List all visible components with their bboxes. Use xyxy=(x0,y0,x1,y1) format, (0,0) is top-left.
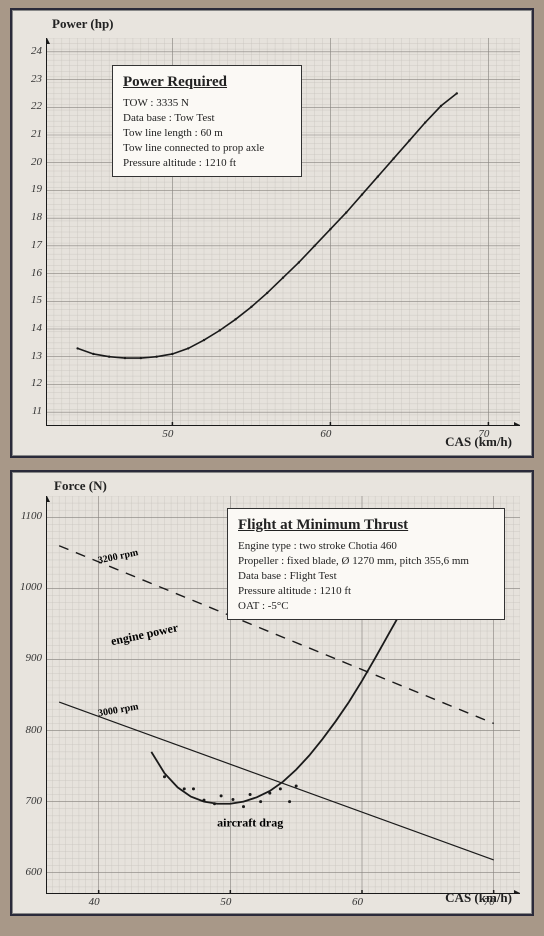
power-required-chart: Power (hp) 11121314151617181920212223245… xyxy=(10,8,534,458)
xlabel: CAS (km/h) xyxy=(445,890,512,906)
ylabel: Power (hp) xyxy=(52,16,114,32)
ylabel: Force (N) xyxy=(54,478,107,494)
svg-text:aircraft drag: aircraft drag xyxy=(217,815,283,829)
info-title: Power Required xyxy=(123,72,291,92)
info-lines: TOW : 3335 NData base : Tow TestTow line… xyxy=(123,96,291,170)
info-title: Flight at Minimum Thrust xyxy=(238,515,494,535)
info-lines: Engine type : two stroke Chotia 460Prope… xyxy=(238,539,494,613)
info-box: Flight at Minimum Thrust Engine type : t… xyxy=(227,508,505,620)
min-thrust-chart: Force (N) engine poweraircraft drag3200 … xyxy=(10,470,534,916)
xlabel: CAS (km/h) xyxy=(445,434,512,450)
info-box: Power Required TOW : 3335 NData base : T… xyxy=(112,65,302,177)
svg-text:3000 rpm: 3000 rpm xyxy=(97,701,140,719)
